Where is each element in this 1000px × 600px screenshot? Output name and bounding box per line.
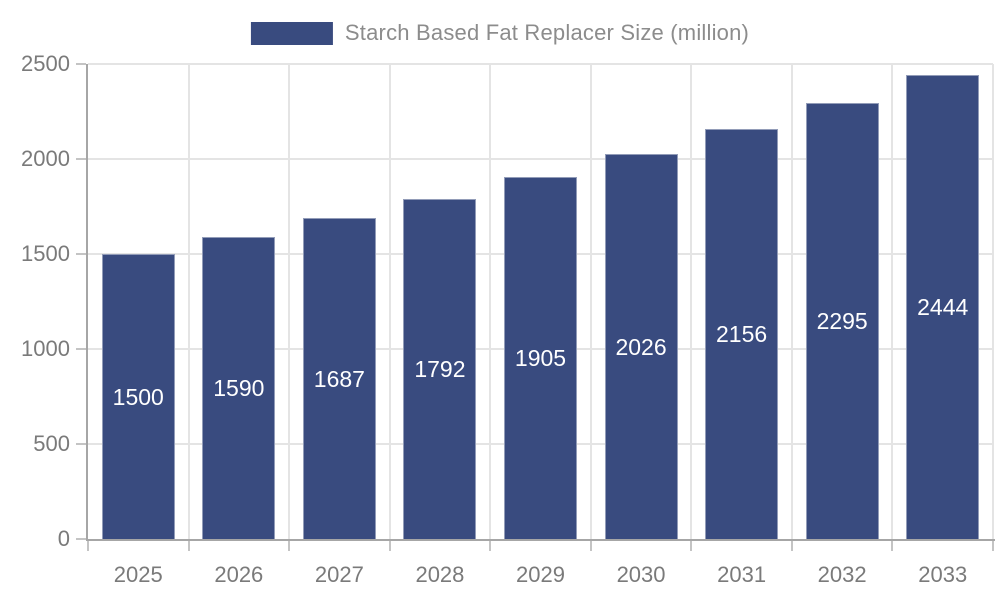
bar-value-label: 2026 — [615, 333, 667, 360]
x-tick-label: 2033 — [918, 562, 968, 587]
gridline-vertical — [288, 64, 291, 539]
x-tick — [187, 541, 190, 551]
x-tick-label: 2032 — [817, 562, 867, 587]
x-tick-label: 2028 — [415, 562, 465, 587]
bar: 1687 — [302, 218, 376, 539]
x-tick — [790, 541, 793, 551]
x-tick — [589, 541, 592, 551]
y-tick — [76, 443, 86, 445]
bar-value-label: 2444 — [917, 293, 969, 320]
y-axis-line — [86, 64, 88, 541]
bar-value-label: 1905 — [514, 345, 567, 372]
plot-area: 1500 1590 1687 1792 1905 2026 2156 2295 2444 — [88, 63, 994, 539]
bar: 2156 — [705, 129, 779, 539]
gridline-vertical — [992, 64, 994, 539]
gridline-vertical — [690, 64, 693, 539]
y-tick-label: 2500 — [21, 51, 70, 76]
bar-value-label: 2156 — [716, 321, 768, 348]
x-axis-line — [86, 539, 995, 541]
y-tick — [76, 63, 86, 65]
x-tick — [891, 541, 894, 551]
gridline-horizontal — [88, 158, 993, 160]
y-tick-label: 0 — [57, 526, 70, 551]
gridline-vertical — [388, 64, 391, 539]
x-tick-label: 2025 — [113, 562, 163, 587]
bar: 2295 — [805, 102, 879, 539]
legend-label: Starch Based Fat Replacer Size (million) — [344, 20, 750, 45]
bar-value-label: 2295 — [816, 307, 868, 334]
legend-swatch — [250, 21, 333, 45]
gridline-vertical — [891, 64, 894, 539]
x-tick-label: 2027 — [314, 562, 364, 587]
bar-value-label: 1500 — [112, 383, 164, 410]
y-tick-label: 1500 — [21, 241, 70, 266]
gridline-vertical — [187, 64, 190, 539]
bar-value-label: 1590 — [213, 374, 265, 401]
bar: 2026 — [604, 154, 678, 539]
y-tick-label: 2000 — [21, 146, 70, 171]
x-tick — [690, 541, 693, 551]
x-tick-label: 2031 — [717, 562, 767, 587]
x-tick-label: 2026 — [214, 562, 264, 587]
y-tick — [76, 538, 86, 540]
x-tick — [388, 541, 391, 551]
bar: 1792 — [403, 198, 477, 539]
bar: 1500 — [101, 254, 175, 539]
x-tick — [489, 541, 492, 551]
bar-value-label: 1792 — [414, 355, 466, 382]
y-tick-label: 1000 — [21, 336, 70, 361]
y-tick — [76, 158, 86, 160]
gridline-vertical — [489, 64, 492, 539]
gridline-vertical — [589, 64, 592, 539]
bar: 2444 — [906, 74, 980, 539]
x-tick — [288, 541, 291, 551]
y-tick — [76, 348, 86, 350]
bar: 1590 — [202, 236, 276, 539]
gridline-horizontal — [88, 63, 993, 65]
y-tick-label: 500 — [33, 431, 70, 456]
x-tick-label: 2030 — [616, 562, 666, 587]
bar: 1905 — [504, 177, 577, 539]
x-tick — [87, 541, 89, 551]
chart-legend: Starch Based Fat Replacer Size (million) — [250, 20, 750, 46]
x-tick — [992, 541, 994, 551]
y-tick — [76, 253, 86, 255]
bar-value-label: 1687 — [313, 365, 365, 392]
gridline-vertical — [790, 64, 793, 539]
x-tick-label: 2029 — [516, 562, 565, 587]
